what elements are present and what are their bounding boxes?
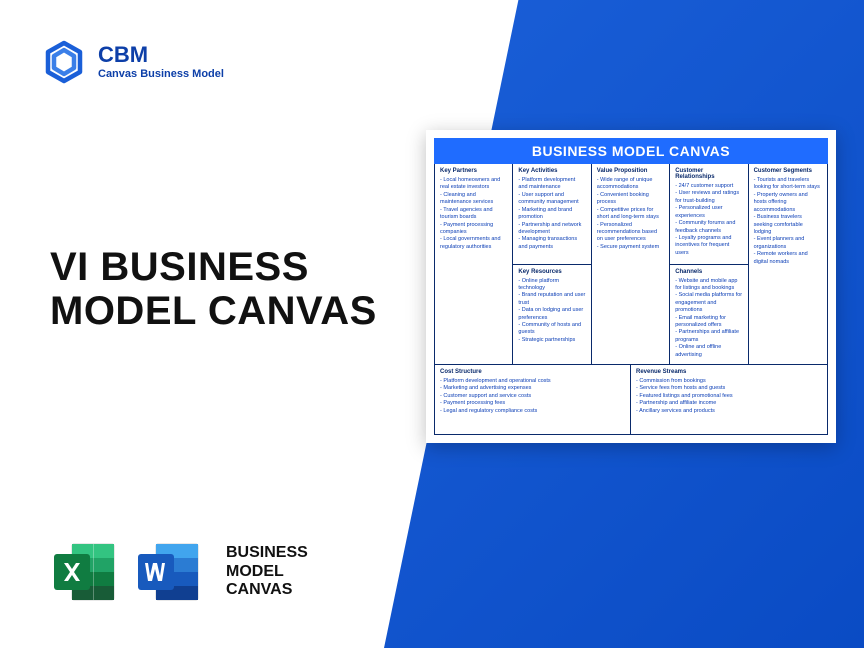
canvas-grid: Key Partners Local homeowners and real e… xyxy=(434,164,828,435)
cell-title: Revenue Streams xyxy=(636,369,822,375)
cell-body: Platform development and operational cos… xyxy=(440,378,625,415)
logo-full: Canvas Business Model xyxy=(98,68,224,80)
cell-body: Tourists and travelers looking for short… xyxy=(754,177,822,266)
cell-customer-segments: Customer Segments Tourists and travelers… xyxy=(749,164,827,364)
cell-title: Cost Structure xyxy=(440,369,625,375)
col-activities-resources: Key Activities Platform development and … xyxy=(513,164,591,364)
cell-body: Wide range of unique accommodationsConve… xyxy=(597,177,664,251)
logo-icon xyxy=(42,40,86,84)
cell-body: Platform development and maintenanceUser… xyxy=(518,177,585,251)
cell-title: Key Resources xyxy=(518,269,585,275)
cell-title: Channels xyxy=(675,269,742,275)
cell-channels: Channels Website and mobile app for list… xyxy=(670,264,747,365)
bottom-label-line3: CANVAS xyxy=(226,581,308,599)
cell-body: Online platform technologyBrand reputati… xyxy=(518,278,585,345)
logo-abbr: CBM xyxy=(98,44,224,66)
file-format-icons: BUSINESS MODEL CANVAS xyxy=(50,536,308,608)
headline-line1: VI BUSINESS xyxy=(50,245,377,289)
cell-customer-relationships: Customer Relationships 24/7 customer sup… xyxy=(670,164,747,264)
canvas-preview: BUSINESS MODEL CANVAS Key Partners Local… xyxy=(426,130,836,443)
page-headline: VI BUSINESS MODEL CANVAS xyxy=(50,245,377,333)
cell-title: Key Activities xyxy=(518,168,585,174)
cell-key-activities: Key Activities Platform development and … xyxy=(513,164,590,264)
cell-title: Customer Relationships xyxy=(675,168,742,180)
cell-body: Commission from bookingsService fees fro… xyxy=(636,378,822,415)
word-icon xyxy=(134,536,206,608)
excel-icon xyxy=(50,536,122,608)
cell-body: Website and mobile app for listings and … xyxy=(675,278,742,360)
cell-title: Customer Segments xyxy=(754,168,822,174)
canvas-title: BUSINESS MODEL CANVAS xyxy=(434,138,828,164)
brand-logo: CBM Canvas Business Model xyxy=(42,40,224,84)
cell-body: 24/7 customer supportUser reviews and ra… xyxy=(675,183,742,257)
cell-cost-structure: Cost Structure Platform development and … xyxy=(435,365,631,434)
cell-key-resources: Key Resources Online platform technology… xyxy=(513,264,590,365)
cell-title: Key Partners xyxy=(440,168,507,174)
cell-body: Local homeowners and real estate investo… xyxy=(440,177,507,251)
cell-title: Value Proposition xyxy=(597,168,664,174)
bottom-label-line1: BUSINESS xyxy=(226,544,308,562)
bottom-label-line2: MODEL xyxy=(226,563,308,581)
col-relationships-channels: Customer Relationships 24/7 customer sup… xyxy=(670,164,748,364)
headline-line2: MODEL CANVAS xyxy=(50,289,377,333)
cell-revenue-streams: Revenue Streams Commission from bookings… xyxy=(631,365,827,434)
cell-value-proposition: Value Proposition Wide range of unique a… xyxy=(592,164,670,364)
bottom-label: BUSINESS MODEL CANVAS xyxy=(226,544,308,599)
cell-key-partners: Key Partners Local homeowners and real e… xyxy=(435,164,513,364)
